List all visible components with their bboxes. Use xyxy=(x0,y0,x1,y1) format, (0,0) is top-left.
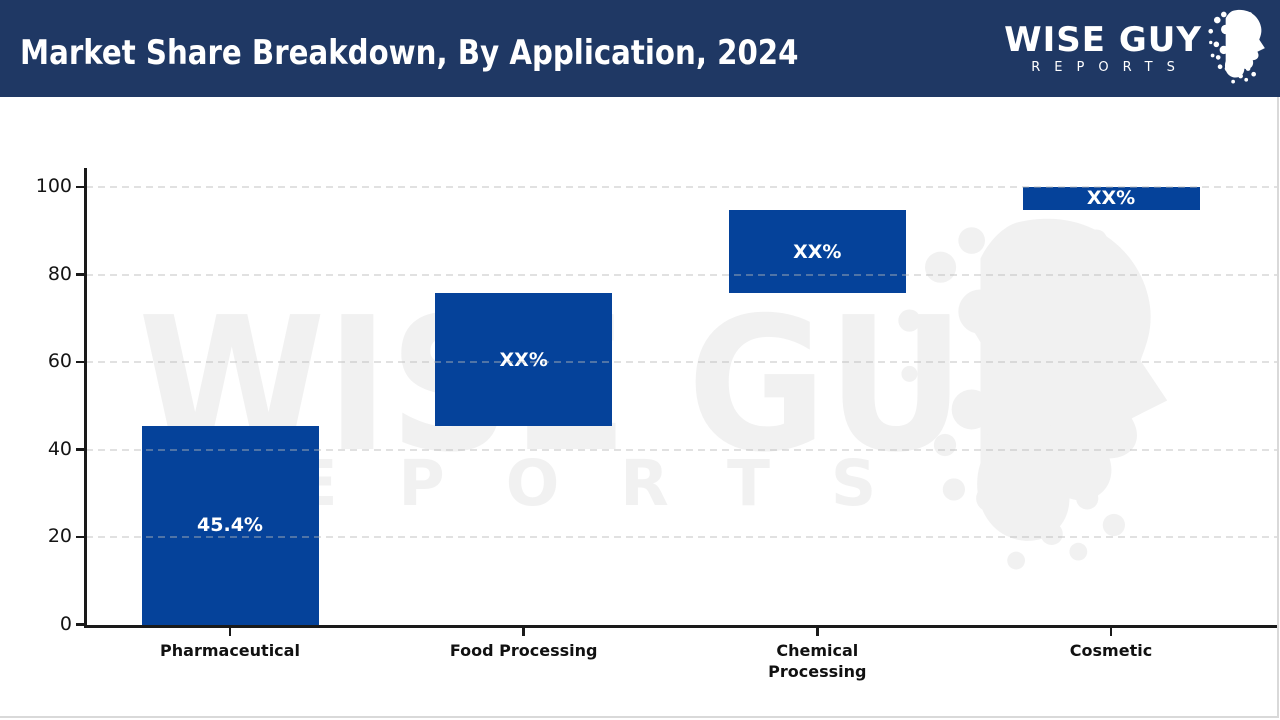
watermark-face-logo xyxy=(898,218,1168,570)
x-category-label-2: Chemical Processing xyxy=(768,641,867,681)
x-category-label-3: Cosmetic xyxy=(1069,641,1153,660)
x-tick-2 xyxy=(816,627,819,636)
bar-value-label: XX% xyxy=(793,240,842,263)
bar-value-label: 45.4% xyxy=(197,514,263,537)
logo-face-icon xyxy=(1208,9,1265,84)
y-tick-label-80: 80 xyxy=(47,262,72,285)
y-tick-label-100: 100 xyxy=(35,175,72,197)
bar-chemical-processing: XX% xyxy=(728,209,906,294)
gridline-40 xyxy=(86,448,1278,451)
y-tick-40 xyxy=(76,448,84,451)
y-tick-label-0: 0 xyxy=(59,612,72,635)
bar-value-label: XX% xyxy=(1086,187,1136,210)
y-axis-line xyxy=(84,168,87,627)
x-category-label-1: Food Processing xyxy=(449,641,598,660)
page-title: Market Share Breakdown, By Application, … xyxy=(20,33,799,73)
x-axis-line xyxy=(84,625,1278,628)
wise-guy-reports-logo: WISE GUY REPORTS xyxy=(1004,6,1266,92)
gridline-80 xyxy=(86,273,1278,276)
bar-value-label: XX% xyxy=(499,348,548,371)
x-tick-3 xyxy=(1109,627,1113,636)
bar-cosmetic: XX% xyxy=(1022,187,1200,210)
x-tick-0 xyxy=(228,627,232,636)
y-tick-60 xyxy=(76,360,84,364)
gridline-20 xyxy=(86,536,1278,538)
header-bar: Market Share Breakdown, By Application, … xyxy=(0,0,1280,97)
y-tick-80 xyxy=(76,273,84,276)
y-tick-0 xyxy=(76,623,84,626)
x-tick-1 xyxy=(522,627,525,636)
y-tick-label-20: 20 xyxy=(47,525,72,547)
logo-subtitle: REPORTS xyxy=(1031,60,1189,76)
gridline-100 xyxy=(86,186,1278,188)
bar-pharmaceutical: 45.4% xyxy=(141,425,319,625)
y-tick-label-40: 40 xyxy=(47,437,72,460)
gridline-60 xyxy=(86,361,1278,363)
x-category-label-0: Pharmaceutical xyxy=(160,641,300,660)
logo-wordmark: WISE GUY xyxy=(1004,19,1202,60)
y-tick-20 xyxy=(76,535,84,539)
bar-food-processing: XX% xyxy=(435,293,613,426)
y-tick-100 xyxy=(76,185,84,189)
y-tick-label-60: 60 xyxy=(47,350,72,372)
